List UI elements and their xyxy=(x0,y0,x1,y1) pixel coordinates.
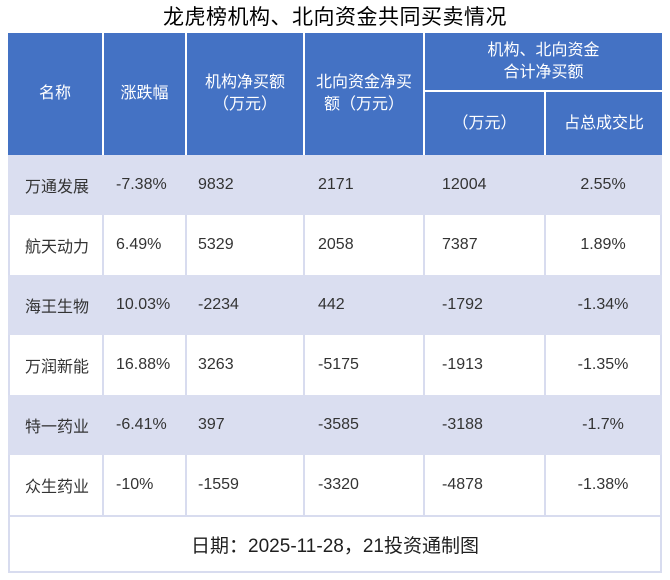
cell-total: 12004 xyxy=(425,155,546,215)
cell-inst: 3263 xyxy=(187,335,305,395)
cell-north: 2171 xyxy=(305,155,425,215)
header-inst-line1: 机构净买额 xyxy=(204,74,285,91)
cell-total: -1792 xyxy=(425,275,546,335)
cell-inst: 397 xyxy=(187,395,305,455)
cell-name: 海王生物 xyxy=(8,275,104,335)
cell-name: 万通发展 xyxy=(8,155,104,215)
cell-north: 2058 xyxy=(305,215,425,275)
cell-change: 10.03% xyxy=(104,275,187,335)
footer-note: 日期：2025-11-28，21投资通制图 xyxy=(8,515,663,573)
table-row: 航天动力 6.49% 5329 2058 7387 1.89% xyxy=(8,215,663,275)
table-header: 名称 涨跌幅 机构净买额 （万元） 北向资金净买 额（万元） 机构、北向资金 合… xyxy=(8,33,663,155)
header-north-line2: 额（万元） xyxy=(323,96,404,113)
header-change-label: 涨跌幅 xyxy=(120,85,169,102)
cell-change: -10% xyxy=(104,455,187,515)
cell-total: -4878 xyxy=(425,455,546,515)
cell-total: 7387 xyxy=(425,215,546,275)
cell-ratio: -1.38% xyxy=(546,455,663,515)
cell-ratio: -1.34% xyxy=(546,275,663,335)
cell-change: 6.49% xyxy=(104,215,187,275)
header-combined-ratio: 占总成交比 xyxy=(546,92,663,155)
header-inst-line2: （万元） xyxy=(212,96,277,113)
header-name: 名称 xyxy=(8,33,104,155)
cell-name: 特一药业 xyxy=(8,395,104,455)
cell-north: -5175 xyxy=(305,335,425,395)
cell-change: 16.88% xyxy=(104,335,187,395)
header-north: 北向资金净买 额（万元） xyxy=(305,33,425,155)
cell-change: -6.41% xyxy=(104,395,187,455)
table-row: 万通发展 -7.38% 9832 2171 12004 2.55% xyxy=(8,155,663,215)
cell-ratio: 1.89% xyxy=(546,215,663,275)
table-row: 万润新能 16.88% 3263 -5175 -1913 -1.35% xyxy=(8,335,663,395)
cell-name: 万润新能 xyxy=(8,335,104,395)
page-title: 龙虎榜机构、北向资金共同买卖情况 xyxy=(163,6,507,29)
cell-name: 航天动力 xyxy=(8,215,104,275)
header-combined-line1: 机构、北向资金 xyxy=(487,41,600,59)
table-row: 特一药业 -6.41% 397 -3585 -3188 -1.7% xyxy=(8,395,663,455)
cell-inst: -2234 xyxy=(187,275,305,335)
header-combined: 机构、北向资金 合计净买额 xyxy=(425,33,663,92)
table-body: 万通发展 -7.38% 9832 2171 12004 2.55% 航天动力 6… xyxy=(8,155,663,515)
table-footer: 日期：2025-11-28，21投资通制图 xyxy=(8,515,663,573)
cell-inst: 5329 xyxy=(187,215,305,275)
cell-total: -1913 xyxy=(425,335,546,395)
cell-change: -7.38% xyxy=(104,155,187,215)
cell-name: 众生药业 xyxy=(8,455,104,515)
cell-north: 442 xyxy=(305,275,425,335)
cell-inst: 9832 xyxy=(187,155,305,215)
header-combined-unit: （万元） xyxy=(425,92,546,155)
header-inst: 机构净买额 （万元） xyxy=(187,33,305,155)
header-north-line1: 北向资金净买 xyxy=(315,74,412,91)
header-combined-line2: 合计净买额 xyxy=(503,63,584,81)
cell-ratio: 2.55% xyxy=(546,155,663,215)
cell-total: -3188 xyxy=(425,395,546,455)
cell-ratio: -1.35% xyxy=(546,335,663,395)
cell-ratio: -1.7% xyxy=(546,395,663,455)
header-change: 涨跌幅 xyxy=(104,33,187,155)
table-row: 众生药业 -10% -1559 -3320 -4878 -1.38% xyxy=(8,455,663,515)
lhb-table: 名称 涨跌幅 机构净买额 （万元） 北向资金净买 额（万元） 机构、北向资金 合… xyxy=(8,33,663,573)
table-row: 海王生物 10.03% -2234 442 -1792 -1.34% xyxy=(8,275,663,335)
cell-north: -3585 xyxy=(305,395,425,455)
cell-north: -3320 xyxy=(305,455,425,515)
cell-inst: -1559 xyxy=(187,455,305,515)
